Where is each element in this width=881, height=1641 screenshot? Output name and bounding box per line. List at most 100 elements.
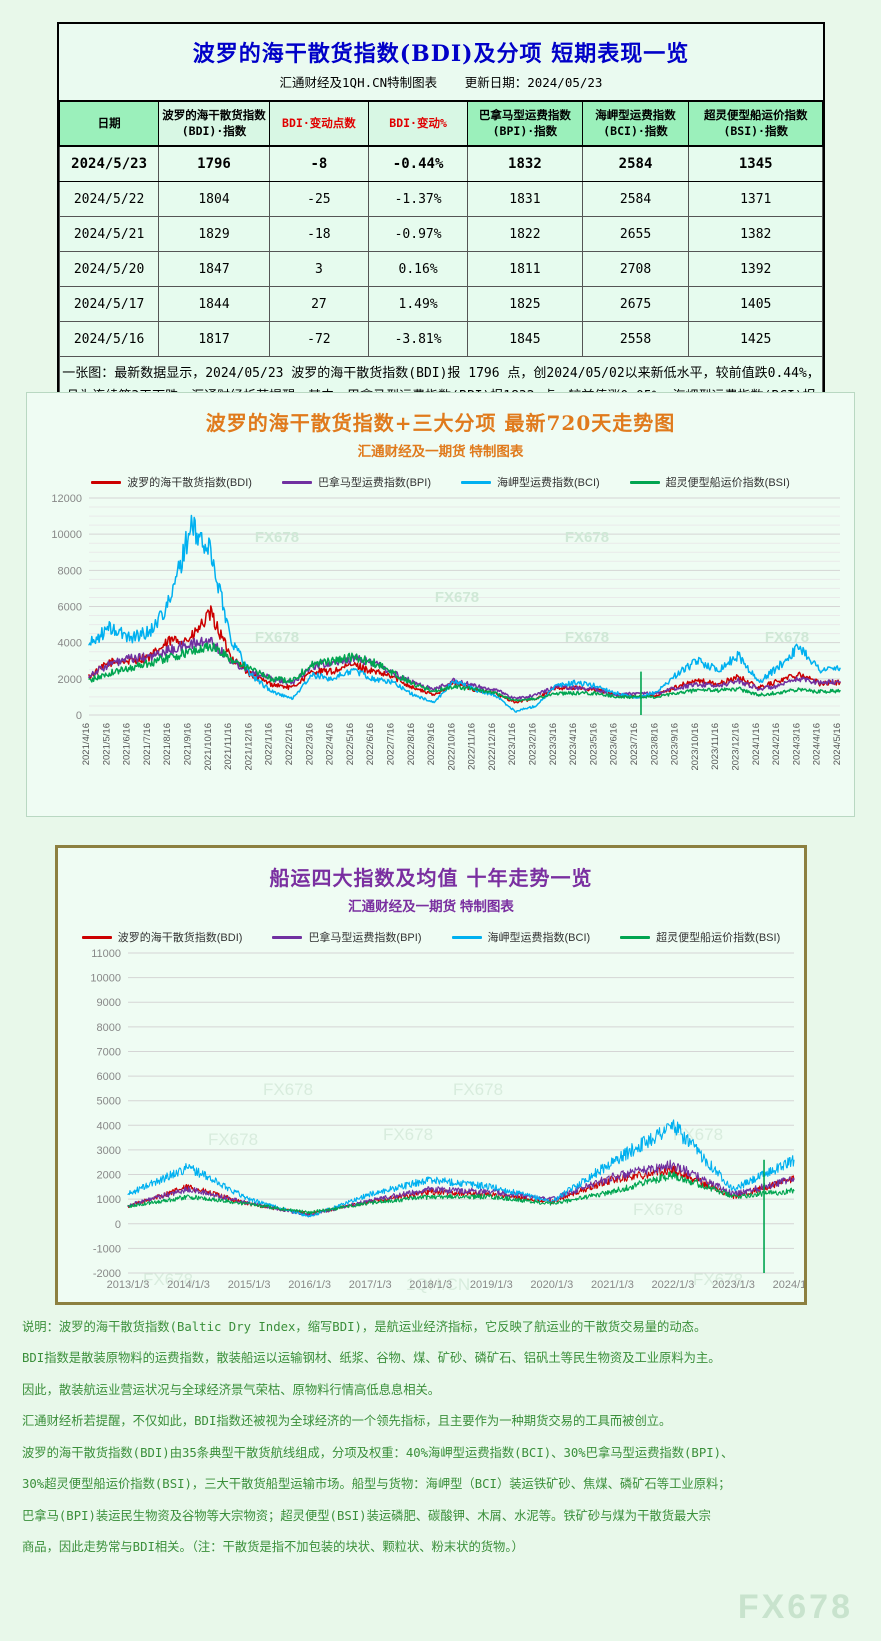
- svg-text:8000: 8000: [58, 565, 82, 577]
- legend-swatch-icon: [461, 480, 491, 484]
- table-cell: 27: [268, 286, 370, 323]
- legend-item: 波罗的海干散货指数(BDI): [81, 929, 242, 945]
- svg-text:FX678: FX678: [693, 1270, 743, 1289]
- svg-text:2017/1/3: 2017/1/3: [349, 1279, 392, 1291]
- legend-swatch-icon: [91, 480, 122, 484]
- table-header-row: 日期 波罗的海干散货指数 (BDI)·指数 BDI·变动点数 BDI·变动% 巴拿…: [58, 99, 823, 147]
- table-cell: -1.37%: [367, 181, 469, 218]
- svg-text:2021/11/16: 2021/11/16: [223, 723, 234, 770]
- svg-text:11000: 11000: [91, 948, 121, 960]
- svg-text:2023/5/16: 2023/5/16: [588, 723, 599, 765]
- svg-text:2021/12/16: 2021/12/16: [243, 723, 254, 771]
- table-cell: 3: [268, 251, 370, 288]
- svg-text:2023/9/16: 2023/9/16: [670, 723, 681, 765]
- svg-text:0: 0: [76, 710, 82, 722]
- legend-swatch-icon: [281, 480, 312, 484]
- footer-line: 因此，散装航运业营运状况与全球经济景气荣枯、原物料行情高低息息相关。: [22, 1382, 441, 1397]
- svg-text:FX678: FX678: [565, 629, 609, 646]
- svg-text:2023/3/16: 2023/3/16: [548, 723, 559, 765]
- table-cell: 1822: [467, 216, 583, 253]
- svg-text:2022/9/16: 2022/9/16: [426, 723, 437, 765]
- table-row: 2024/5/23 1796 -8 -0.44% 1832 2584 1345: [58, 145, 823, 183]
- legend-item: 海岬型运费指数(BCI): [461, 474, 600, 490]
- legend-label: 海岬型运费指数(BCI): [497, 477, 600, 489]
- svg-text:2023/12/16: 2023/12/16: [731, 723, 742, 771]
- table-cell: 1392: [688, 251, 823, 288]
- legend-swatch-icon: [629, 480, 660, 484]
- legend-item: 超灵便型船运价指数(BSI): [629, 474, 790, 490]
- column-header-bdi-change-pct: BDI·变动%: [367, 99, 469, 147]
- table-cell: 2024/5/21: [58, 216, 160, 253]
- legend-label: 海岬型运费指数(BCI): [487, 932, 591, 944]
- svg-text:2021/9/16: 2021/9/16: [183, 723, 194, 765]
- footer-line: BDI指数是散装原物料的运费指数，散装船运以运输钢材、纸浆、谷物、煤、矿砂、磷矿…: [22, 1351, 721, 1366]
- legend-swatch-icon: [81, 935, 112, 939]
- svg-text:4000: 4000: [58, 638, 82, 650]
- svg-text:2022/5/16: 2022/5/16: [345, 723, 356, 765]
- legend-label: 巴拿马型运费指数(BPI): [317, 477, 431, 489]
- chart-ten-year-panel: 船运四大指数及均值 十年走势一览 汇通财经及一期货 特制图表 波罗的海干散货指数…: [55, 845, 807, 1305]
- table-cell: 2024/5/22: [58, 181, 160, 218]
- footer-line: 30%超灵便型船运价指数(BSI)，三大干散货船型运输市场。船型与货物：海岬型（…: [22, 1477, 731, 1492]
- svg-text:0: 0: [115, 1219, 121, 1231]
- table-cell: 2024/5/17: [58, 286, 160, 323]
- svg-text:2023/4/16: 2023/4/16: [568, 723, 579, 765]
- table-subtitle: 汇通财经及1QH.CN特制图表 更新日期：2024/05/23: [59, 72, 823, 100]
- svg-text:FX678: FX678: [383, 1125, 433, 1144]
- svg-text:2021/7/16: 2021/7/16: [142, 723, 153, 765]
- table-cell: 2558: [581, 321, 690, 358]
- table-cell: 2584: [581, 181, 690, 218]
- svg-text:FX678: FX678: [255, 629, 299, 646]
- svg-text:2019/1/3: 2019/1/3: [470, 1279, 513, 1291]
- svg-text:FX678: FX678: [143, 1270, 193, 1289]
- svg-text:2024/3/16: 2024/3/16: [791, 723, 802, 765]
- svg-text:2023/1/16: 2023/1/16: [507, 723, 518, 765]
- svg-text:FX678: FX678: [453, 1080, 503, 1099]
- table-cell: 1845: [467, 321, 583, 358]
- svg-text:2024/4/16: 2024/4/16: [812, 723, 823, 765]
- footer-line: 商品，因此走势常与BDI相关。（注：干散货是指不加包装的块状、颗粒状、粉末状的货…: [22, 1540, 524, 1555]
- svg-text:2014/1/3: 2014/1/3: [167, 1279, 210, 1291]
- svg-text:2021/5/16: 2021/5/16: [101, 723, 112, 765]
- chart-720-svg: 0 2000 4000 6000 8000 10000 12000 FX678 FX678 FX6…: [51, 493, 843, 771]
- svg-text:10000: 10000: [51, 529, 82, 541]
- svg-text:2022/10/16: 2022/10/16: [446, 723, 457, 771]
- svg-text:2023/6/16: 2023/6/16: [609, 723, 620, 765]
- svg-text:2022/2/16: 2022/2/16: [284, 723, 295, 765]
- column-header-bpi: 巴拿马型运费指数 (BPI)·指数: [467, 99, 583, 147]
- table-cell: -18: [268, 216, 370, 253]
- bdi-table: 日期 波罗的海干散货指数 (BDI)·指数 BDI·变动点数 BDI·变动% 巴拿…: [58, 99, 823, 462]
- svg-text:2024/2/16: 2024/2/16: [771, 723, 782, 765]
- table-cell: 2708: [581, 251, 690, 288]
- svg-text:2022/11/16: 2022/11/16: [467, 723, 478, 770]
- table-cell: 1811: [467, 251, 583, 288]
- table-row: 2024/5/17 1844 27 1.49% 1825 2675 1405: [58, 286, 823, 323]
- svg-text:2021/6/16: 2021/6/16: [122, 723, 133, 765]
- table-update-date: 更新日期：2024/05/23: [464, 75, 603, 90]
- svg-text:2022/12/16: 2022/12/16: [487, 723, 498, 771]
- table-cell: -72: [268, 321, 370, 358]
- legend-label: 超灵便型船运价指数(BSI): [656, 932, 781, 944]
- svg-text:FX678: FX678: [765, 629, 809, 646]
- table-cell: -3.81%: [367, 321, 469, 358]
- svg-text:FX678: FX678: [435, 589, 479, 606]
- table-cell: 1382: [688, 216, 823, 253]
- svg-text:2013/1/3: 2013/1/3: [107, 1279, 150, 1291]
- svg-text:FX678: FX678: [263, 1080, 313, 1099]
- svg-text:-1000: -1000: [93, 1243, 121, 1255]
- table-cell: 1831: [467, 181, 583, 218]
- svg-text:7000: 7000: [97, 1046, 121, 1058]
- chart-ten-year-title: 船运四大指数及均值 十年走势一览: [269, 866, 593, 890]
- svg-text:2018/1/3: 2018/1/3: [409, 1279, 452, 1291]
- table-cell: 2024/5/20: [58, 251, 160, 288]
- svg-text:FX678: FX678: [673, 1125, 723, 1144]
- svg-text:2024/1/16: 2024/1/16: [751, 723, 762, 765]
- legend-label: 巴拿马型运费指数(BPI): [308, 932, 422, 944]
- column-header-bci: 海岬型运费指数 (BCI)·指数: [581, 99, 690, 147]
- svg-text:2016/1/3: 2016/1/3: [288, 1279, 331, 1291]
- table-row: 2024/5/21 1829 -18 -0.97% 1822 2655 1382: [58, 216, 823, 253]
- svg-text:FX678: FX678: [565, 529, 609, 546]
- table-cell: 1796: [158, 145, 270, 183]
- svg-text:2022/1/16: 2022/1/16: [264, 723, 275, 765]
- chart-720-subtitle: 汇通财经及一期货 特制图表: [357, 444, 524, 459]
